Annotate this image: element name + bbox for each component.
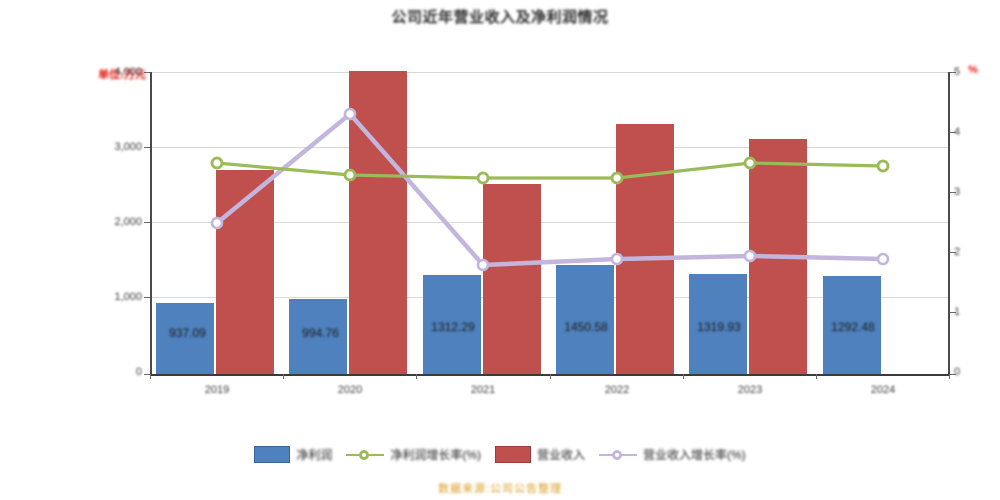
bar-red-2022 [616,124,674,374]
x-axis-label-2023: 2023 [737,384,763,396]
legend-item-net-profit[interactable]: 净利润 [254,446,332,463]
legend-marker-revenue-growth [599,449,638,461]
y-right-tick-2: 2 [954,246,961,258]
legend-label-net-profit-growth: 净利润增长率(%) [390,448,481,462]
tickmark-left-1000 [144,297,150,298]
tickmark-right-4 [950,132,956,133]
xtickmark-2 [416,374,417,379]
bar-blue-2024 [823,276,881,374]
y-left-tick-3000: 3,000 [114,141,142,153]
xtickmark-5 [816,374,817,379]
y-left-tick-2000: 2,000 [114,216,142,228]
footer-watermark: 数据来源:公司公告整理 [437,483,563,495]
bar-value-label-2022: 1450.58 [564,320,608,334]
markers-profit-growth [210,156,890,185]
legend-item-net-profit-growth[interactable]: 净利润增长率(%) [346,446,481,463]
bar-value-label-2024: 1292.48 [831,320,875,334]
chart-title: 公司近年营业收入及净利润情况 [391,9,609,26]
left-axis-unit: 单位:万元 [98,69,146,81]
bar-blue-2023 [689,274,747,374]
tickmark-left-4000 [144,72,150,73]
legend-label-revenue: 营业收入 [537,448,586,462]
y-left-tick-4000: 4,000 [114,66,142,78]
bar-blue-2020 [289,299,347,374]
y-right-tick-1: 1 [954,306,961,318]
bar-value-label-2019: 937.09 [169,326,206,340]
tickmark-right-2 [950,252,956,253]
legend-marker-net-profit-growth [346,449,385,461]
x-axis-label-2020: 2020 [337,384,363,396]
bar-blue-2022 [556,265,614,374]
legend-item-revenue[interactable]: 营业收入 [495,446,585,463]
bar-value-label-2020: 994.76 [302,326,339,340]
gridline-2000 [152,222,948,223]
y-right-tick-3: 3 [954,186,961,198]
xtickmark-4 [683,374,684,379]
line-profit-growth [215,161,885,180]
tickmark-left-3000 [144,147,150,148]
y-left-tick-0: 0 [135,366,142,378]
line-revenue-growth [214,111,886,268]
legend-label-net-profit: 净利润 [296,448,333,462]
x-axis-label-2019: 2019 [204,384,230,396]
gridline-4000 [152,72,948,73]
tickmark-left-0 [144,374,150,375]
xtickmark-0 [150,374,151,379]
tickmark-right-3 [950,192,956,193]
bar-value-label-2021: 1312.29 [431,320,475,334]
x-axis-label-2021: 2021 [470,384,496,396]
gridline-1000 [152,297,948,298]
x-axis-label-2022: 2022 [604,384,630,396]
tickmark-right-1 [950,312,956,313]
bar-red-2019 [216,170,274,374]
markers-revenue-growth [210,107,890,272]
xtickmark-6 [949,374,950,379]
legend-swatch-revenue [495,446,531,463]
y-right-tick-4: 4 [954,126,961,138]
gridline-3000 [152,147,948,148]
chart-legend: 净利润 净利润增长率(%) 营业收入 营业收入增长率(%) [0,446,1000,463]
bar-blue-2019 [156,303,214,374]
xtickmark-3 [550,374,551,379]
legend-item-revenue-growth[interactable]: 营业收入增长率(%) [599,446,746,463]
legend-swatch-net-profit [254,446,291,463]
x-axis-label-2024: 2024 [870,384,896,396]
y-right-tick-0: 0 [954,366,961,378]
bar-red-2021 [483,184,541,374]
bar-value-label-2023: 1319.93 [697,320,741,334]
y-right-tick-5: 5 [954,66,961,78]
bar-blue-2021 [423,275,481,374]
plot-area [150,72,950,374]
legend-label-revenue-growth: 营业收入增长率(%) [643,448,746,462]
tickmark-left-2000 [144,222,150,223]
xtickmark-1 [283,374,284,379]
tickmark-right-0 [950,374,956,375]
tickmark-right-5 [950,72,956,73]
right-axis-unit: % [968,64,978,76]
y-left-tick-1000: 1,000 [114,291,142,303]
